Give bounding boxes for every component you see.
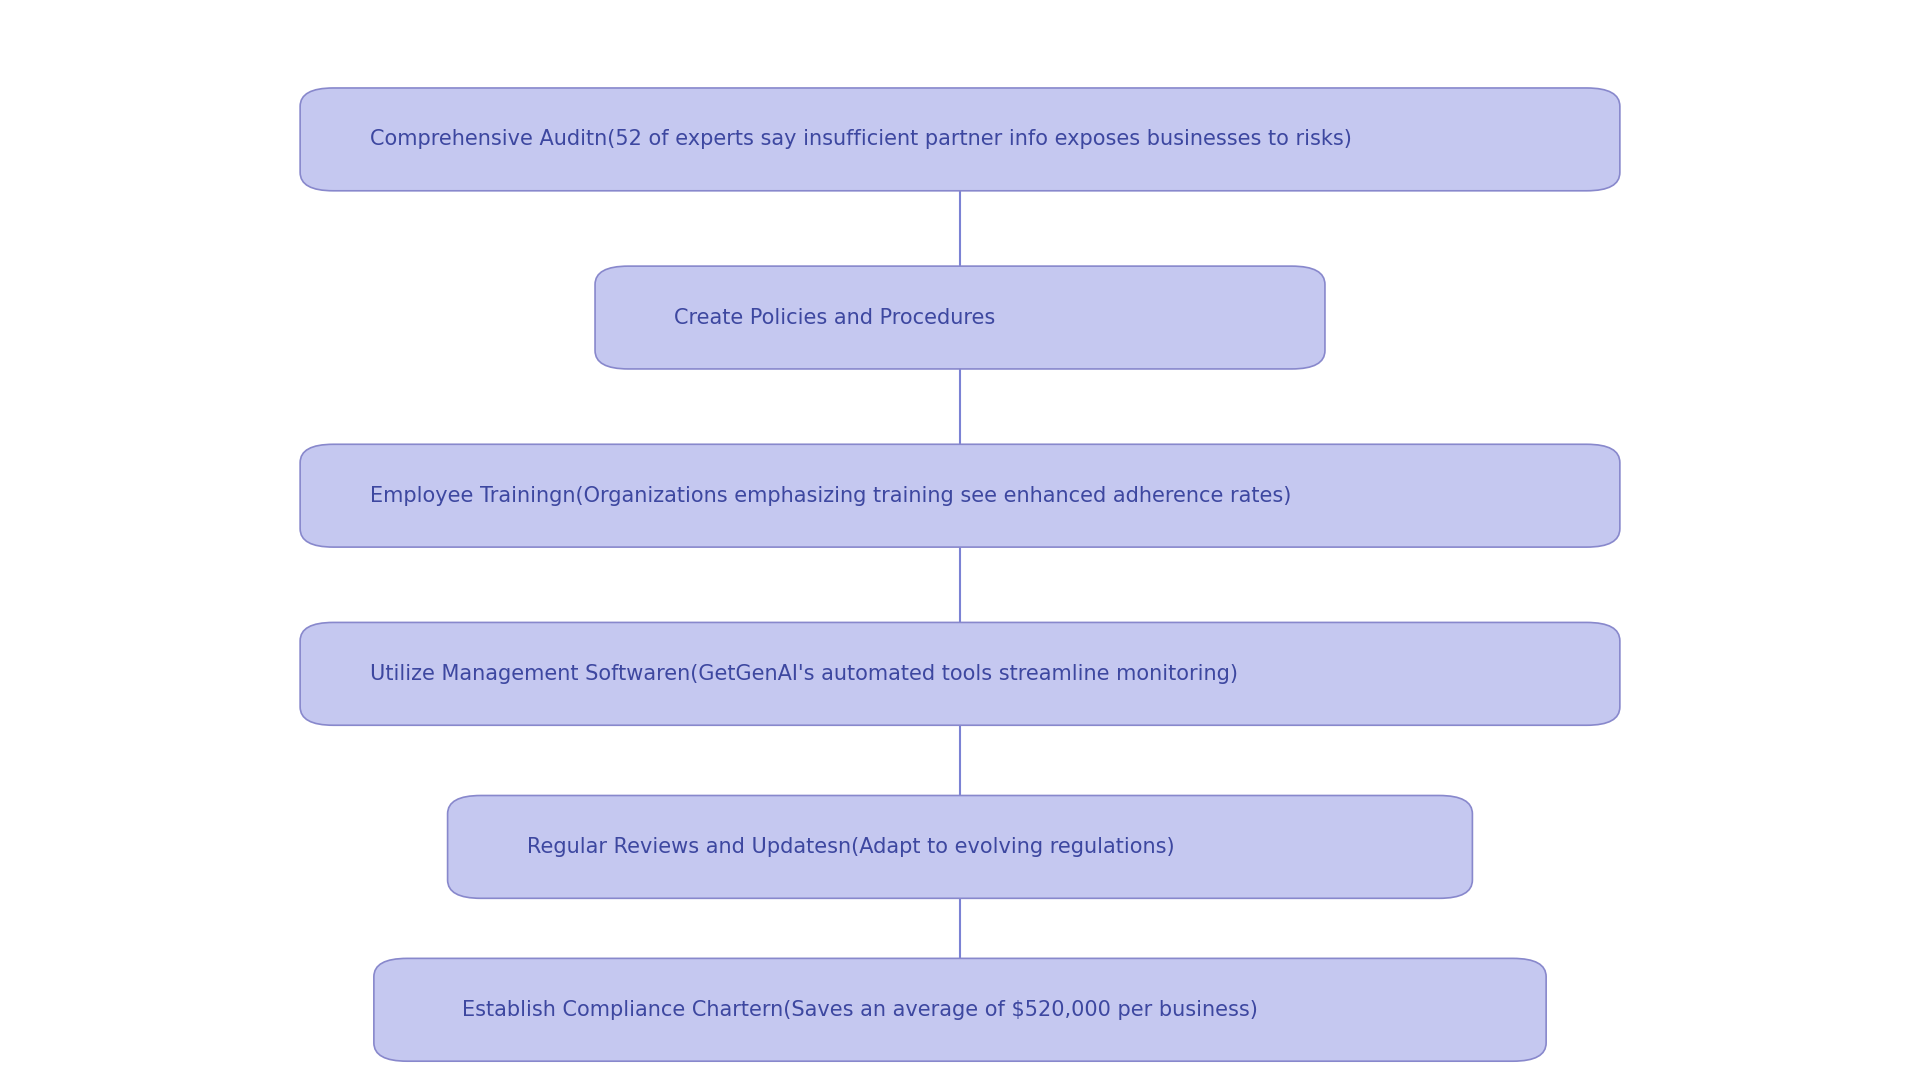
FancyBboxPatch shape xyxy=(595,266,1325,369)
Text: Create Policies and Procedures: Create Policies and Procedures xyxy=(674,308,996,327)
FancyBboxPatch shape xyxy=(300,444,1620,547)
Text: Establish Compliance Chartern(Saves an average of $520,000 per business): Establish Compliance Chartern(Saves an a… xyxy=(463,1000,1258,1020)
FancyBboxPatch shape xyxy=(374,958,1546,1061)
FancyBboxPatch shape xyxy=(447,796,1473,898)
Text: Comprehensive Auditn(52 of experts say insufficient partner info exposes busines: Comprehensive Auditn(52 of experts say i… xyxy=(371,129,1352,149)
Text: Regular Reviews and Updatesn(Adapt to evolving regulations): Regular Reviews and Updatesn(Adapt to ev… xyxy=(526,837,1175,857)
FancyBboxPatch shape xyxy=(300,88,1620,191)
Text: Employee Trainingn(Organizations emphasizing training see enhanced adherence rat: Employee Trainingn(Organizations emphasi… xyxy=(371,485,1292,506)
Text: Utilize Management Softwaren(GetGenAI's automated tools streamline monitoring): Utilize Management Softwaren(GetGenAI's … xyxy=(371,664,1238,683)
FancyBboxPatch shape xyxy=(300,623,1620,726)
